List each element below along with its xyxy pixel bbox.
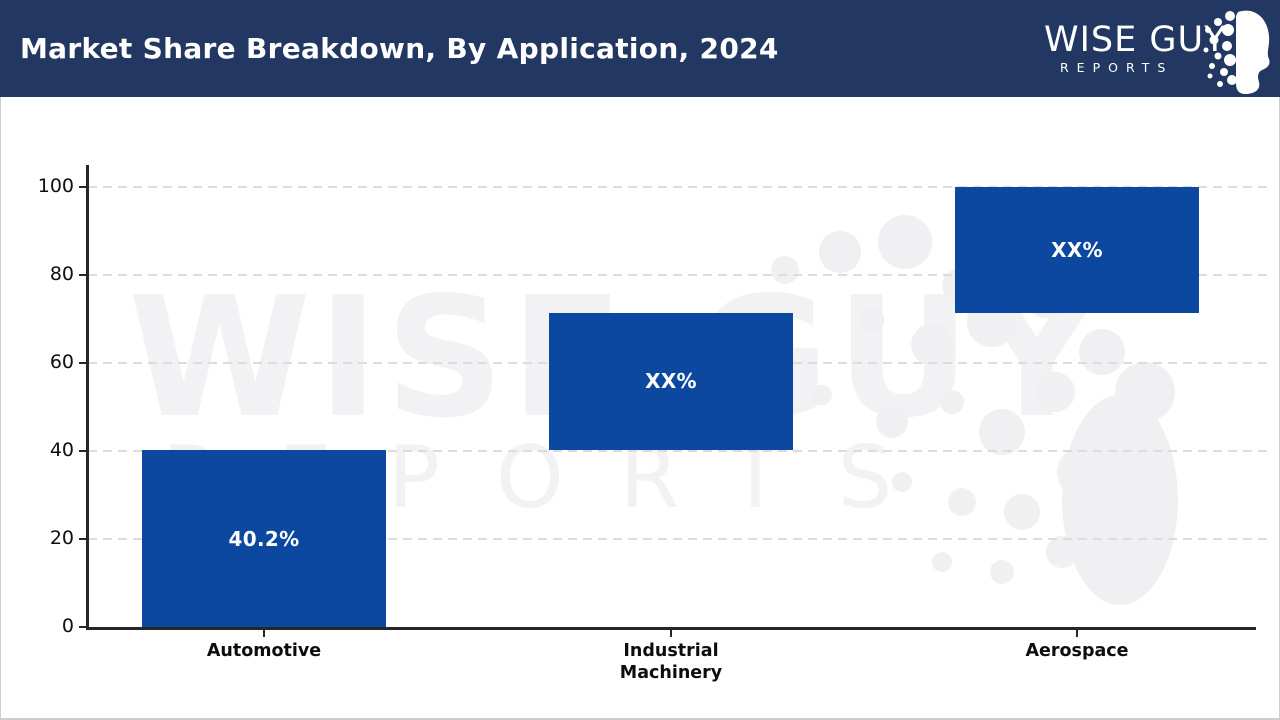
y-gridline: [88, 538, 1268, 540]
bar-value-label: XX%: [645, 369, 697, 394]
y-gridline: [88, 186, 1268, 188]
wiseguy-face-icon: [1203, 10, 1270, 94]
page-border-left: [0, 97, 1, 720]
bar-segment: 40.2%: [142, 450, 386, 627]
y-tick-label: 100: [37, 175, 74, 197]
page-title: Market Share Breakdown, By Application, …: [20, 32, 779, 65]
y-tick-label: 60: [49, 351, 74, 373]
y-tick-label: 20: [49, 527, 74, 549]
y-gridline: [88, 450, 1268, 452]
logo-wiseguy-text: WISE GUY: [1044, 20, 1227, 60]
x-tick-label: Automotive: [206, 641, 322, 661]
y-axis-spine: [86, 165, 89, 630]
y-tick-mark: [79, 274, 88, 276]
bar-segment: XX%: [955, 187, 1199, 313]
x-axis-spine: [86, 627, 1256, 630]
bar-segment: XX%: [549, 312, 793, 451]
y-tick-label: 80: [49, 263, 74, 285]
x-tick-mark: [670, 629, 672, 637]
y-gridline: [88, 274, 1268, 276]
y-tick-mark: [79, 450, 88, 452]
page-border-bottom: [0, 718, 1280, 720]
x-tick-label: Industrial Machinery: [619, 641, 723, 683]
bar-value-label: XX%: [1051, 237, 1103, 262]
y-tick-mark: [79, 626, 88, 628]
y-tick-label: 0: [61, 615, 74, 637]
y-tick-mark: [79, 362, 88, 364]
x-tick-label: Aerospace: [1025, 641, 1129, 661]
header-bar: Market Share Breakdown, By Application, …: [0, 0, 1280, 97]
x-tick-mark: [1076, 629, 1078, 637]
y-tick-label: 40: [49, 439, 74, 461]
logo-reports-text: REPORTS: [1060, 60, 1174, 75]
x-tick-mark: [263, 629, 265, 637]
bar-value-label: 40.2%: [228, 526, 300, 551]
y-tick-mark: [79, 186, 88, 188]
wiseguy-logo: WISE GUY REPORTS: [1002, 4, 1272, 94]
y-tick-mark: [79, 538, 88, 540]
